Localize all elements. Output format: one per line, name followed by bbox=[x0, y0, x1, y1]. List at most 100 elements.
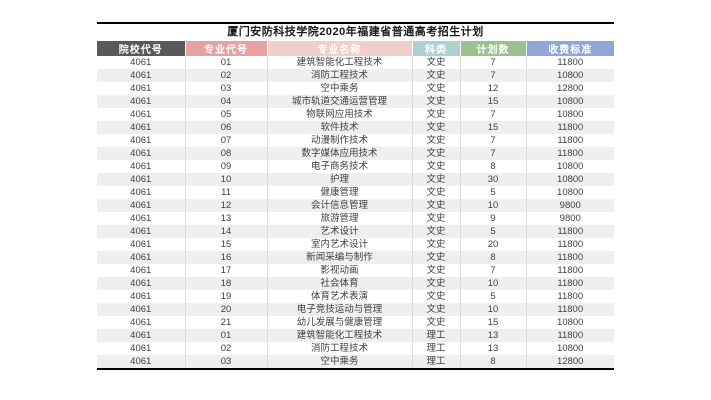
cell-college-code: 4061 bbox=[97, 95, 186, 108]
cell-major-code: 20 bbox=[185, 303, 268, 316]
cell-major-code: 09 bbox=[185, 160, 268, 173]
cell-subject-category: 文史 bbox=[412, 82, 461, 95]
cell-subject-category: 文史 bbox=[412, 134, 461, 147]
cell-subject-category: 文史 bbox=[412, 264, 461, 277]
cell-college-code: 4061 bbox=[97, 303, 186, 316]
header-subject-category: 科类 bbox=[412, 41, 461, 56]
cell-major-code: 15 bbox=[185, 238, 268, 251]
cell-plan-count: 9 bbox=[460, 212, 527, 225]
cell-college-code: 4061 bbox=[97, 238, 186, 251]
cell-subject-category: 文史 bbox=[412, 316, 461, 329]
cell-fee-standard: 11800 bbox=[557, 278, 584, 289]
cell-college-code: 4061 bbox=[97, 264, 186, 277]
cell-major-name: 建筑智能化工程技术 bbox=[267, 56, 413, 69]
cell-major-code: 11 bbox=[185, 186, 268, 199]
cell-major-name: 空中乘务 bbox=[267, 82, 413, 95]
cell-plan-count: 13 bbox=[460, 342, 527, 355]
cell-major-name: 消防工程技术 bbox=[267, 69, 413, 82]
cell-plan-count: 7 bbox=[460, 147, 527, 160]
table-row: 4061 21 幼儿发展与健康管理 文史 15 10800 bbox=[97, 316, 614, 329]
cell-fee-standard: 11800 bbox=[557, 122, 584, 133]
table-row: 4061 03 空中乘务 文史 12 12800 bbox=[97, 82, 614, 95]
cell-major-name: 体育艺术表演 bbox=[267, 290, 413, 303]
cell-fee-standard: 10800 bbox=[557, 70, 584, 81]
cell-college-code: 4061 bbox=[97, 329, 186, 342]
cell-major-name: 空中乘务 bbox=[267, 355, 413, 368]
cell-fee-standard: 10800 bbox=[557, 109, 584, 120]
cell-fee-standard: 10800 bbox=[557, 343, 584, 354]
cell-subject-category: 文史 bbox=[412, 225, 461, 238]
cell-major-name: 消防工程技术 bbox=[267, 342, 413, 355]
cell-college-code: 4061 bbox=[97, 69, 186, 82]
cell-fee-standard: 11800 bbox=[557, 148, 584, 159]
cell-college-code: 4061 bbox=[97, 251, 186, 264]
cell-college-code: 4061 bbox=[97, 199, 186, 212]
cell-plan-count: 8 bbox=[460, 355, 527, 368]
cell-college-code: 4061 bbox=[97, 212, 186, 225]
cell-subject-category: 文史 bbox=[412, 277, 461, 290]
cell-subject-category: 文史 bbox=[412, 121, 461, 134]
cell-major-name: 护理 bbox=[267, 173, 413, 186]
cell-subject-category: 文史 bbox=[412, 238, 461, 251]
cell-major-name: 新闻采编与制作 bbox=[267, 251, 413, 264]
page-title: 厦门安防科技学院2020年福建省普通高考招生计划 bbox=[97, 24, 614, 41]
cell-major-code: 18 bbox=[185, 277, 268, 290]
table-row: 4061 11 健康管理 文史 5 10800 bbox=[97, 186, 614, 199]
cell-subject-category: 文史 bbox=[412, 56, 461, 69]
cell-plan-count: 10 bbox=[460, 303, 527, 316]
cell-subject-category: 文史 bbox=[412, 199, 461, 212]
cell-college-code: 4061 bbox=[97, 134, 186, 147]
cell-plan-count: 10 bbox=[460, 199, 527, 212]
cell-college-code: 4061 bbox=[97, 173, 186, 186]
header-row: 院校代号 专业代号 专业名称 科类 计划数 收费标准 bbox=[97, 41, 614, 56]
cell-major-name: 城市轨道交通运营管理 bbox=[267, 95, 413, 108]
header-plan-count: 计划数 bbox=[460, 41, 527, 56]
cell-major-code: 03 bbox=[185, 355, 268, 368]
cell-major-code: 10 bbox=[185, 173, 268, 186]
cell-plan-count: 7 bbox=[460, 69, 527, 82]
cell-plan-count: 5 bbox=[460, 290, 527, 303]
table-header: 院校代号 专业代号 专业名称 科类 计划数 收费标准 bbox=[97, 41, 614, 56]
cell-college-code: 4061 bbox=[97, 121, 186, 134]
cell-major-name: 动漫制作技术 bbox=[267, 134, 413, 147]
cell-college-code: 4061 bbox=[97, 277, 186, 290]
cell-plan-count: 8 bbox=[460, 251, 527, 264]
cell-major-name: 室内艺术设计 bbox=[267, 238, 413, 251]
admission-plan-sheet: 厦门安防科技学院2020年福建省普通高考招生计划 院校代号 专业代号 专业名称 … bbox=[97, 22, 614, 370]
table-row: 4061 10 护理 文史 30 10800 bbox=[97, 173, 614, 186]
cell-fee-standard: 11800 bbox=[557, 291, 584, 302]
cell-college-code: 4061 bbox=[97, 82, 186, 95]
cell-major-code: 01 bbox=[185, 56, 268, 69]
cell-plan-count: 30 bbox=[460, 173, 527, 186]
cell-major-name: 会计信息管理 bbox=[267, 199, 413, 212]
cell-major-code: 02 bbox=[185, 69, 268, 82]
header-major-name: 专业名称 bbox=[267, 41, 413, 56]
cell-major-code: 21 bbox=[185, 316, 268, 329]
cell-plan-count: 7 bbox=[460, 56, 527, 69]
cell-subject-category: 文史 bbox=[412, 108, 461, 121]
table-row: 4061 17 影视动画 文史 7 11800 bbox=[97, 264, 614, 277]
cell-fee-standard: 9800 bbox=[559, 213, 581, 224]
cell-major-name: 社会体育 bbox=[267, 277, 413, 290]
cell-fee-standard: 12800 bbox=[557, 83, 584, 94]
table-row: 4061 13 旅游管理 文史 9 9800 bbox=[97, 212, 614, 225]
table-row: 4061 04 城市轨道交通运营管理 文史 15 10800 bbox=[97, 95, 614, 108]
table-row: 4061 02 消防工程技术 文史 7 10800 bbox=[97, 69, 614, 82]
cell-plan-count: 7 bbox=[460, 264, 527, 277]
cell-fee-standard: 12800 bbox=[557, 356, 584, 367]
cell-major-name: 艺术设计 bbox=[267, 225, 413, 238]
cell-major-name: 数字媒体应用技术 bbox=[267, 147, 413, 160]
cell-major-code: 02 bbox=[185, 342, 268, 355]
cell-major-code: 14 bbox=[185, 225, 268, 238]
cell-major-code: 19 bbox=[185, 290, 268, 303]
cell-college-code: 4061 bbox=[97, 342, 186, 355]
header-major-code: 专业代号 bbox=[185, 41, 268, 56]
admission-plan-table: 院校代号 专业代号 专业名称 科类 计划数 收费标准 4061 01 建筑智能化工程… bbox=[97, 41, 614, 368]
cell-fee-standard: 11800 bbox=[557, 252, 584, 263]
cell-subject-category: 文史 bbox=[412, 251, 461, 264]
cell-major-code: 13 bbox=[185, 212, 268, 225]
cell-subject-category: 文史 bbox=[412, 69, 461, 82]
cell-major-code: 16 bbox=[185, 251, 268, 264]
cell-subject-category: 文史 bbox=[412, 186, 461, 199]
cell-subject-category: 文史 bbox=[412, 173, 461, 186]
